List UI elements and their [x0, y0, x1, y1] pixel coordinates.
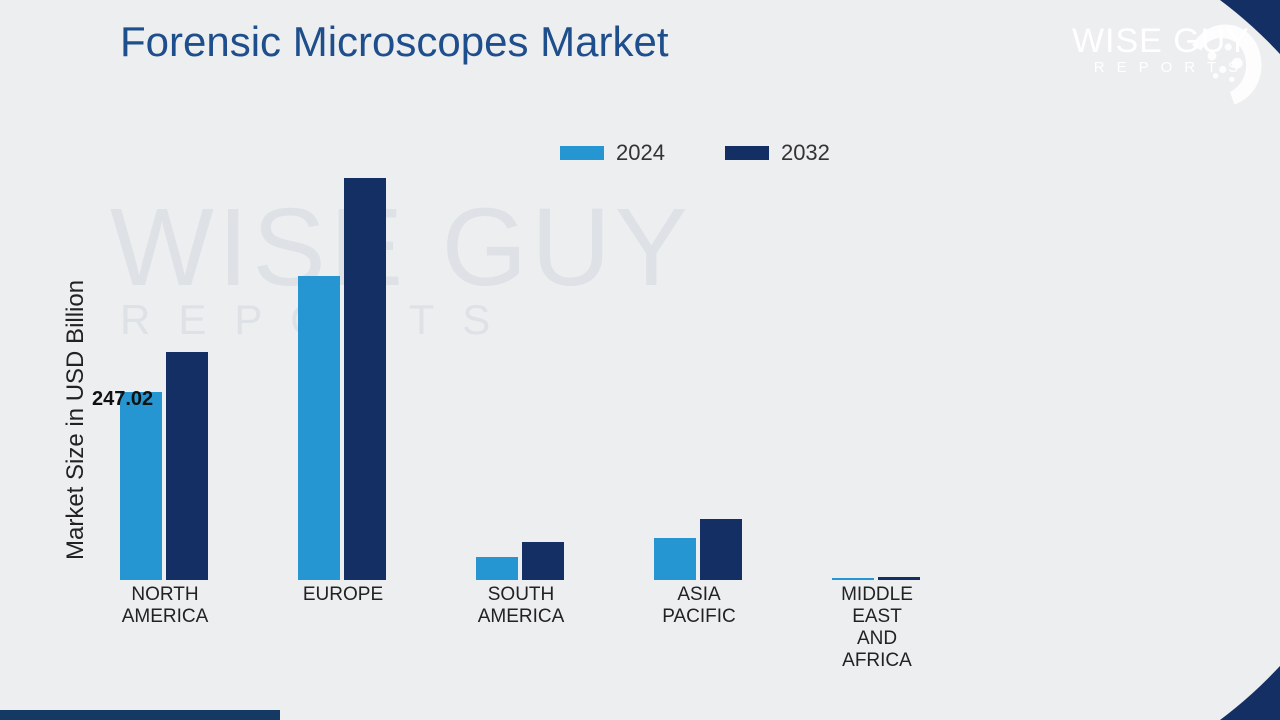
canvas: WISE GUY REPORTS Forensic Microscopes Ma…	[0, 0, 1280, 720]
bar-2032	[700, 519, 742, 580]
legend: 2024 2032	[560, 140, 830, 166]
x-axis-label: MIDDLEEASTANDAFRICA	[802, 584, 952, 671]
x-axis-label: EUROPE	[268, 584, 418, 606]
legend-label-2032: 2032	[781, 140, 830, 166]
y-axis-label: Market Size in USD Billion	[62, 280, 90, 560]
bar-2032	[344, 178, 386, 580]
bottom-accent-bar	[0, 710, 280, 720]
bar-chart: 247.02	[120, 170, 950, 580]
legend-swatch-2032	[725, 146, 769, 160]
bar-2024	[120, 392, 162, 580]
bar-2032	[878, 577, 920, 580]
x-axis-label: NORTHAMERICA	[90, 584, 240, 628]
brand-line1: WISE GUY	[1072, 22, 1250, 61]
bar-2032	[522, 542, 564, 580]
x-axis-label: SOUTHAMERICA	[446, 584, 596, 628]
bar-2024	[832, 578, 874, 580]
legend-swatch-2024	[560, 146, 604, 160]
bar-2024	[476, 557, 518, 580]
chart-title: Forensic Microscopes Market	[120, 18, 668, 66]
bar-2024	[654, 538, 696, 580]
legend-item-2032: 2032	[725, 140, 830, 166]
x-axis-label: ASIAPACIFIC	[624, 584, 774, 628]
bar-2032	[166, 352, 208, 580]
bar-2024	[298, 276, 340, 580]
brand-logo: WISE GUY REPORTS	[1072, 22, 1250, 76]
data-label: 247.02	[92, 388, 153, 411]
brand-line2: REPORTS	[1072, 59, 1250, 76]
legend-item-2024: 2024	[560, 140, 665, 166]
legend-label-2024: 2024	[616, 140, 665, 166]
